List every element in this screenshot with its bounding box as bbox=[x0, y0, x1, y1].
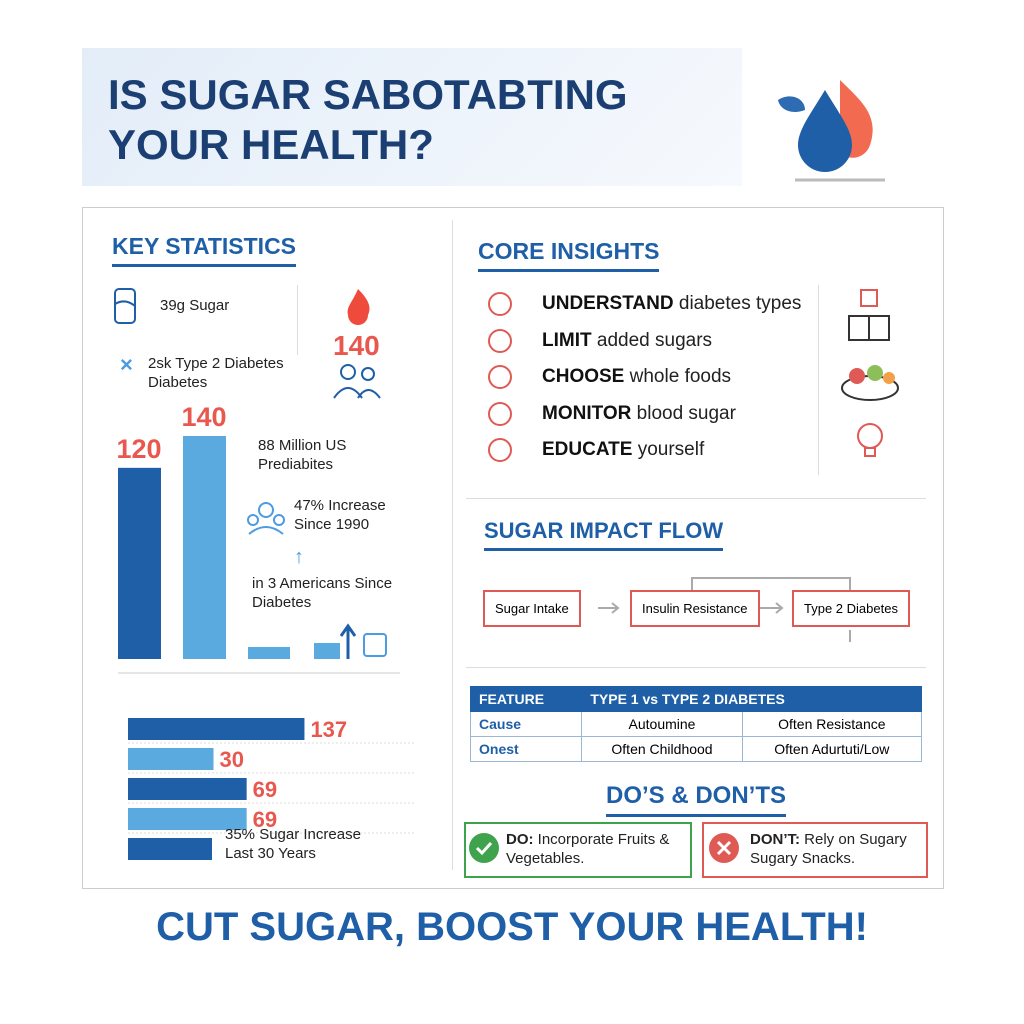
insight-marker bbox=[488, 365, 512, 389]
do-text: Incorporate Fruits & Vegetables. bbox=[506, 831, 670, 867]
calendar-icon bbox=[363, 633, 387, 657]
bar-label: 69 bbox=[253, 807, 277, 832]
footer: CUT SUGAR, BOOST YOUR HEALTH! bbox=[156, 905, 868, 949]
do-label: DO: bbox=[506, 831, 534, 848]
bar bbox=[128, 718, 305, 740]
logo bbox=[778, 80, 885, 182]
dont-label: DON’T: bbox=[750, 831, 800, 848]
insight-marker bbox=[488, 401, 512, 426]
header-band bbox=[82, 48, 742, 186]
cross-icon bbox=[709, 833, 739, 863]
bar bbox=[183, 435, 226, 659]
insight-marker bbox=[488, 328, 512, 353]
flow-arrows bbox=[598, 577, 851, 642]
bar-label: 137 bbox=[310, 717, 347, 742]
insight: CHOOSE whole foods bbox=[488, 365, 731, 389]
separator bbox=[466, 498, 926, 499]
dont-text: DON’T: Rely on Sugary Sugary Snacks. bbox=[750, 830, 925, 868]
table-cell: Onest bbox=[469, 736, 583, 762]
stat: 2sk Type 2 Diabetes Diabetes bbox=[148, 355, 284, 391]
table-cell: Often Childhood bbox=[581, 736, 743, 762]
insight-text: added sugars bbox=[596, 329, 713, 351]
separator bbox=[466, 667, 926, 668]
insight-marker bbox=[488, 292, 512, 316]
insight-icons bbox=[841, 289, 899, 457]
bar-decoration bbox=[314, 643, 340, 659]
can-icon bbox=[114, 288, 136, 324]
bar-label: 120 bbox=[116, 434, 161, 464]
table-cell: Often Adurtuti/Low bbox=[741, 736, 923, 762]
dont-text: Rely on Sugary Sugary Snacks. bbox=[750, 831, 907, 867]
insight-text: whole foods bbox=[629, 366, 732, 388]
note: 88 Million US Prediabites bbox=[258, 437, 347, 473]
bar bbox=[128, 778, 247, 800]
insight: LIMIT added sugars bbox=[488, 328, 713, 353]
insight-text: yourself bbox=[637, 439, 705, 461]
section-title: DO’S & DON’TS bbox=[606, 782, 787, 817]
title: IS SUGAR SABOTABTING YOUR HEALTH? bbox=[108, 71, 628, 168]
insight: MONITOR blood sugar bbox=[488, 401, 736, 426]
flow-node: Type 2 Diabetes bbox=[792, 590, 910, 627]
divider bbox=[297, 285, 298, 355]
insight-text: blood sugar bbox=[636, 402, 736, 424]
bar bbox=[128, 748, 214, 770]
highlight-number: 140 bbox=[333, 330, 380, 361]
table-cell: Autoumine bbox=[581, 711, 743, 737]
note: in 3 Americans Since Diabetes bbox=[252, 575, 393, 611]
insight-keyword: MONITOR bbox=[542, 402, 632, 424]
bar-decoration bbox=[128, 838, 212, 860]
insight-marker bbox=[488, 438, 512, 462]
insight: EDUCATE yourself bbox=[488, 438, 704, 462]
bar-decoration bbox=[248, 647, 290, 659]
bar bbox=[128, 808, 247, 830]
bar-label: 30 bbox=[220, 747, 244, 772]
insight-keyword: LIMIT bbox=[542, 329, 592, 351]
group-icon bbox=[247, 502, 285, 535]
bar bbox=[118, 467, 161, 659]
stat: 39g Sugar bbox=[160, 297, 230, 314]
flame-icon bbox=[347, 289, 370, 325]
do-box bbox=[464, 822, 692, 878]
charts: 120 140 137 30 69 69 bbox=[116, 402, 415, 860]
comparison-table: FEATURE TYPE 1 vs TYPE 2 DIABETES Cause A… bbox=[469, 686, 923, 762]
flow-node: Sugar Intake bbox=[483, 590, 581, 627]
section-title: SUGAR IMPACT FLOW bbox=[484, 518, 724, 551]
note: 47% Increase Since 1990 bbox=[294, 497, 386, 533]
bar-label: 140 bbox=[181, 402, 226, 432]
insight-text: diabetes types bbox=[678, 293, 802, 315]
dont-box bbox=[702, 822, 928, 878]
divider bbox=[818, 285, 819, 475]
insight: UNDERSTAND diabetes types bbox=[488, 292, 801, 316]
people-icon bbox=[333, 364, 381, 399]
table-header: TYPE 1 vs TYPE 2 DIABETES bbox=[581, 686, 922, 712]
section-title: KEY STATISTICS bbox=[112, 233, 297, 267]
table-cell: Cause bbox=[469, 711, 583, 737]
arrow-icon bbox=[339, 623, 357, 659]
insight-keyword: CHOOSE bbox=[542, 366, 625, 388]
x-icon: × bbox=[120, 352, 133, 377]
panel bbox=[82, 207, 944, 889]
flow-node: Insulin Resistance bbox=[630, 590, 760, 627]
table-cell: Often Resistance bbox=[741, 711, 923, 737]
section-title: CORE INSIGHTS bbox=[478, 238, 660, 272]
note: 35% Sugar Increase Last 30 Years bbox=[225, 826, 361, 862]
insight-keyword: EDUCATE bbox=[542, 439, 633, 461]
divider bbox=[452, 220, 453, 870]
check-icon bbox=[469, 833, 499, 863]
bar-label: 69 bbox=[253, 777, 277, 802]
up-arrow: ↑ bbox=[294, 546, 304, 568]
insight-keyword: UNDERSTAND bbox=[542, 293, 674, 315]
do-text: DO: Incorporate Fruits & Vegetables. bbox=[506, 830, 686, 868]
table-header: FEATURE bbox=[469, 686, 583, 712]
